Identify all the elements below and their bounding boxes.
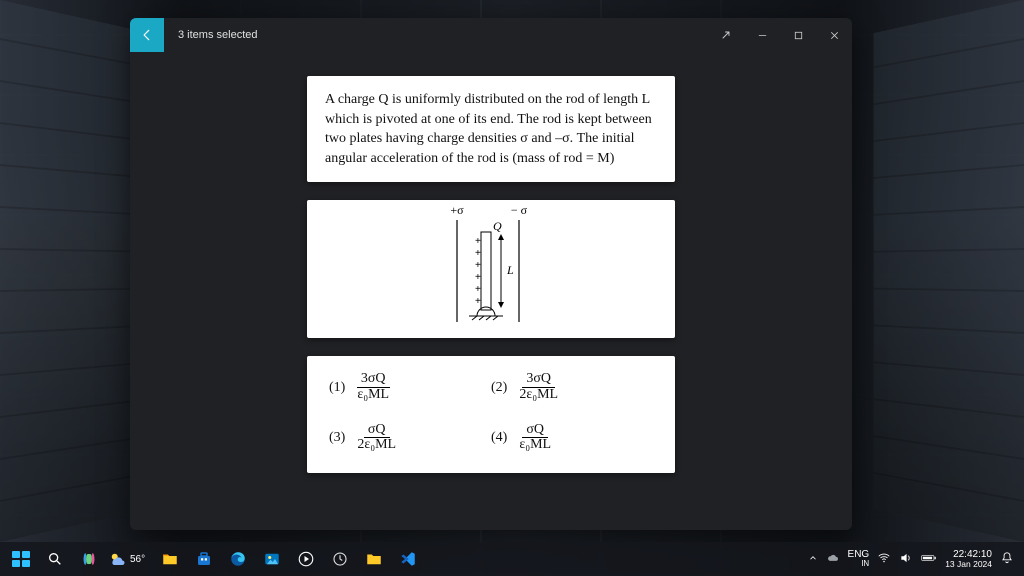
close-button[interactable] [816,18,852,52]
option-4: (4) σQ ε₀ML [491,423,653,453]
clock-app-button[interactable] [325,545,355,573]
svg-text:+: + [475,296,481,307]
store-icon [195,550,213,568]
chevron-up-icon [808,553,818,563]
minimize-icon [757,30,768,41]
play-icon [297,550,315,568]
folder-icon [365,550,383,568]
diagram-card[interactable]: +σ − σ + + + + + + Q [307,200,675,338]
option-1: (1) 3σQ ε₀ML [329,372,491,402]
copilot-icon [80,550,98,568]
svg-text:+: + [475,284,481,295]
vscode-button[interactable] [393,545,423,573]
title-bar: 3 items selected [130,18,852,52]
length-label: L [506,263,514,277]
expand-button[interactable] [708,18,744,52]
svg-text:+: + [475,272,481,283]
system-tray: ENG IN 22:42:10 13 Jan 2024 [808,549,1018,569]
weather-icon [108,550,126,568]
photos-icon [263,550,281,568]
svg-text:+: + [475,260,481,271]
taskbar: 56° [0,542,1024,576]
search-icon [47,551,63,567]
left-plate-label: +σ [450,203,464,217]
bell-icon [1000,551,1014,565]
minimize-button[interactable] [744,18,780,52]
question-text: A charge Q is uniformly distributed on t… [325,92,652,166]
notifications-tray[interactable] [1000,551,1014,568]
photos-button[interactable] [257,545,287,573]
option-denominator: ε₀ML [515,438,555,453]
edge-button[interactable] [223,545,253,573]
edge-icon [229,550,247,568]
option-number: (4) [491,430,507,446]
option-3: (3) σQ 2ε₀ML [329,423,491,453]
search-button[interactable] [40,545,70,573]
region-label: IN [848,560,870,569]
store-button[interactable] [189,545,219,573]
option-number: (2) [491,380,507,396]
option-2: (2) 3σQ 2ε₀ML [491,372,653,402]
close-icon [829,30,840,41]
option-denominator: ε₀ML [353,388,393,403]
option-numerator: 3σQ [357,372,390,388]
charge-label: Q [493,219,502,233]
clock-tray[interactable]: 22:42:10 13 Jan 2024 [945,549,992,569]
option-numerator: σQ [364,423,390,439]
back-button[interactable] [130,18,164,52]
arrow-left-icon [140,28,154,42]
wifi-tray[interactable] [877,551,891,568]
window-title: 3 items selected [164,29,257,41]
folder-icon [161,550,179,568]
onedrive-tray[interactable] [826,551,840,568]
weather-temp: 56° [130,554,145,565]
language-indicator[interactable]: ENG IN [848,549,870,569]
physics-diagram: +σ − σ + + + + + + Q [307,200,675,338]
clock-icon [331,550,349,568]
option-numerator: 3σQ [522,372,555,388]
explorer-button[interactable] [155,545,185,573]
weather-widget[interactable]: 56° [108,550,145,568]
svg-text:+: + [475,248,481,259]
photos-app-window: 3 items selected A charge Q is uniforml [130,18,852,530]
volume-icon [899,551,913,565]
option-denominator: 2ε₀ML [515,388,562,403]
battery-tray[interactable] [921,551,937,568]
svg-text:+: + [475,236,481,247]
date-label: 13 Jan 2024 [945,560,992,569]
maximize-icon [793,30,804,41]
wifi-icon [877,551,891,565]
question-card[interactable]: A charge Q is uniformly distributed on t… [307,76,675,182]
cloud-icon [826,551,840,565]
start-button[interactable] [6,545,36,573]
content-area: A charge Q is uniformly distributed on t… [130,52,852,530]
option-number: (1) [329,380,345,396]
options-card[interactable]: (1) 3σQ ε₀ML (2) 3σQ 2ε₀ML (3) σQ 2ε₀ML [307,356,675,473]
copilot-button[interactable] [74,545,104,573]
option-number: (3) [329,430,345,446]
option-numerator: σQ [522,423,548,439]
file-explorer-button[interactable] [359,545,389,573]
battery-icon [921,551,937,565]
option-denominator: 2ε₀ML [353,438,400,453]
vscode-icon [399,550,417,568]
volume-tray[interactable] [899,551,913,568]
tray-chevron[interactable] [808,553,818,566]
maximize-button[interactable] [780,18,816,52]
expand-icon [720,29,732,41]
media-button[interactable] [291,545,321,573]
windows-icon [6,545,36,573]
right-plate-label: − σ [511,203,528,217]
